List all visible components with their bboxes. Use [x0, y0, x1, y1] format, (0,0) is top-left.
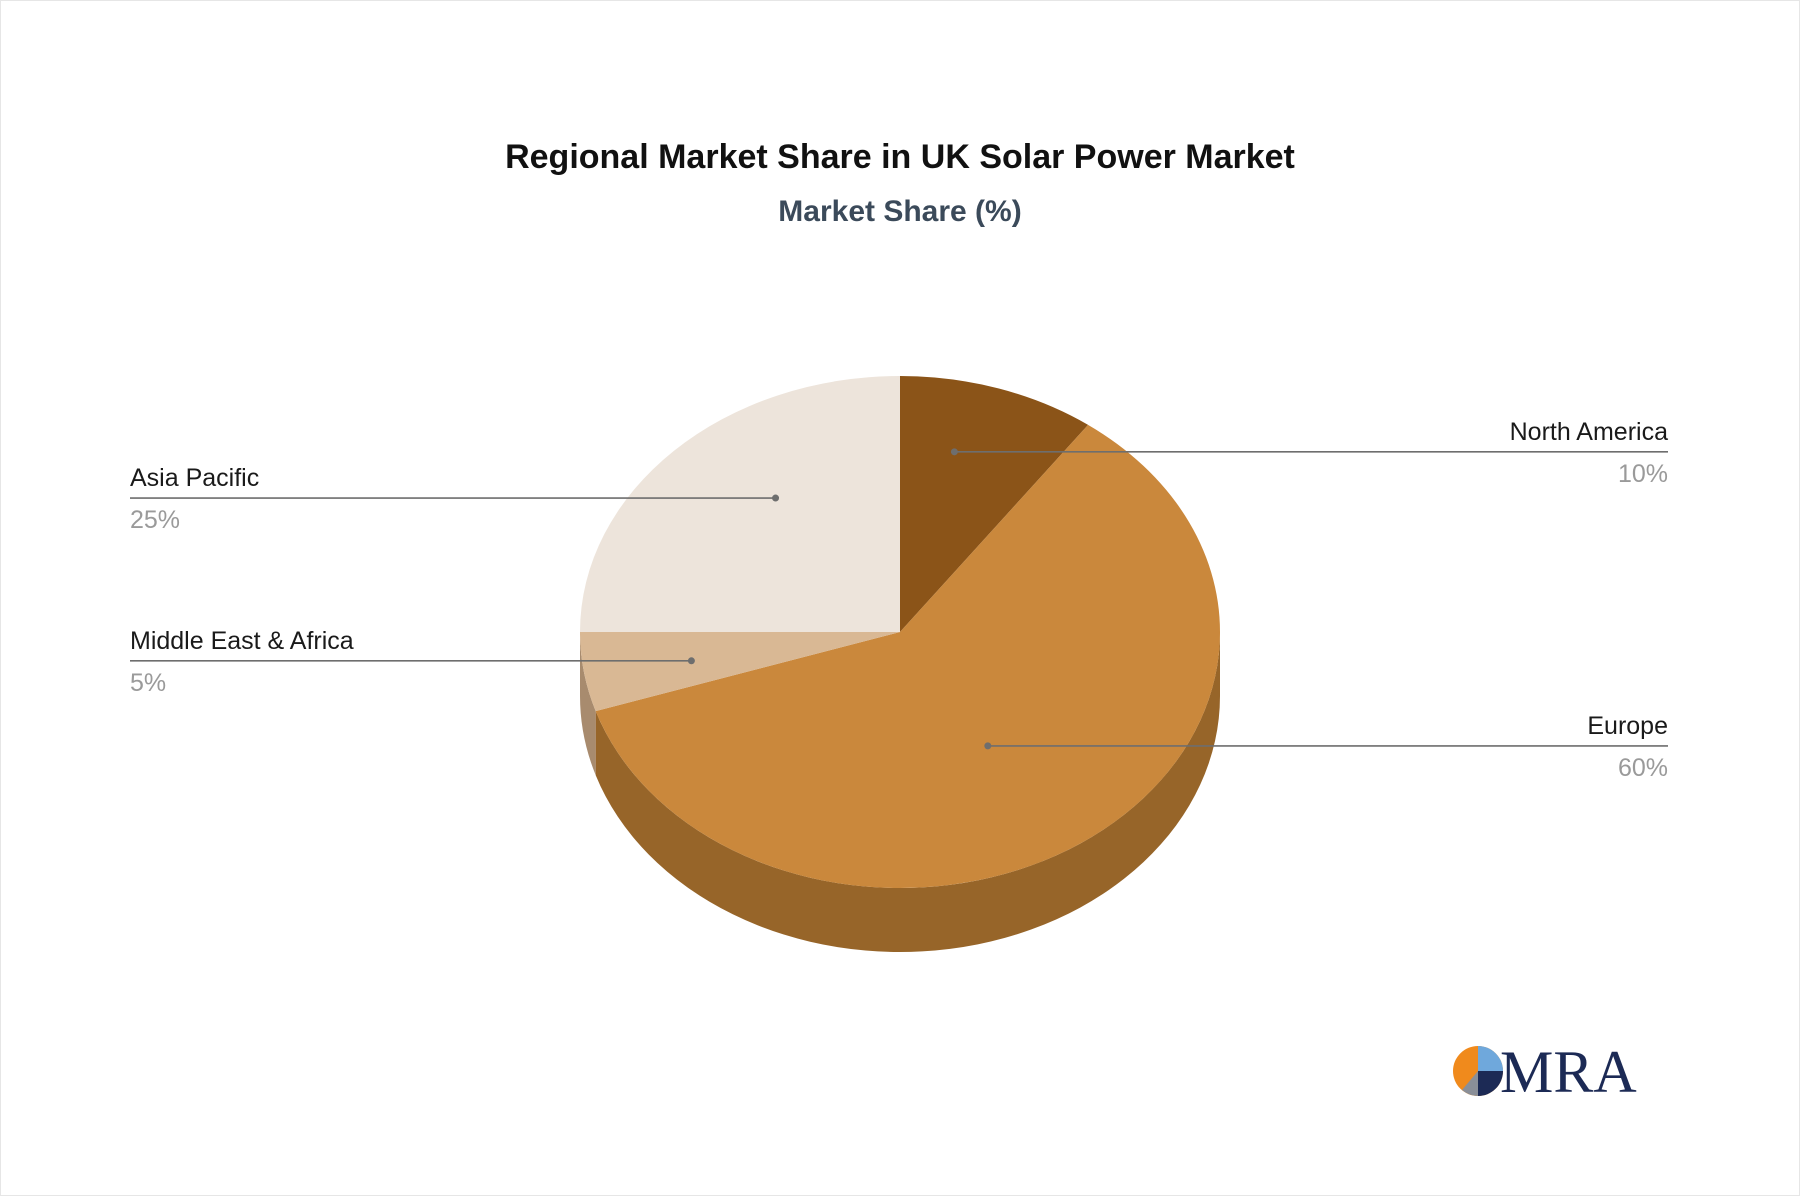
leader-dot-middle-east-and-africa: [687, 657, 695, 665]
label-name-europe: Europe: [1587, 712, 1668, 740]
label-value-europe: 60%: [1618, 754, 1668, 782]
label-value-middle-east-and-africa: 5%: [130, 669, 166, 697]
chart-subtitle: Market Share (%): [778, 195, 1021, 228]
mra-logo-icon: [1453, 1046, 1503, 1096]
leader-dot-europe: [984, 742, 992, 750]
pie-slices: [580, 376, 1221, 952]
logo-wedge-light: [1478, 1046, 1503, 1071]
mra-logo-text: MRA: [1500, 1039, 1637, 1105]
label-value-asia-pacific: 25%: [130, 506, 180, 534]
label-value-north-america: 10%: [1618, 460, 1668, 488]
label-name-north-america: North America: [1510, 418, 1668, 446]
logo-wedge-gray: [1462, 1071, 1478, 1096]
pie-slice-middle-east-and-africa: [580, 632, 900, 712]
pie-side-middle-east-and-africa: [580, 632, 596, 776]
pie-slice-north-america: [900, 376, 1089, 632]
pie-slice-europe: [595, 424, 1221, 889]
pie-side-europe: [595, 632, 1220, 952]
pie-slice-asia-pacific: [580, 376, 900, 632]
pie-labels: North America 10% Europe 60% Middle East & A…: [130, 418, 1668, 782]
chart-title: Regional Market Share in UK Solar Power …: [505, 138, 1295, 176]
logo-wedge-dark: [1478, 1071, 1503, 1096]
leader-dot-asia-pacific: [772, 494, 780, 502]
label-name-asia-pacific: Asia Pacific: [130, 464, 259, 492]
label-name-middle-east-and-africa: Middle East & Africa: [130, 627, 354, 655]
leader-dot-north-america: [950, 448, 958, 456]
mra-logo: MRA: [1453, 1039, 1637, 1105]
